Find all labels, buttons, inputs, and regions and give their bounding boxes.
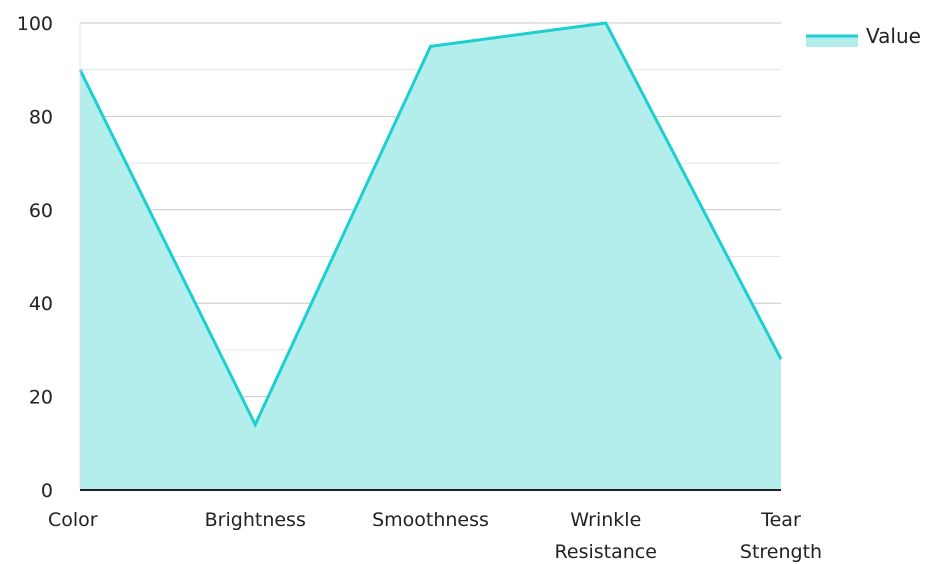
y-tick-label: 60 [29, 200, 53, 222]
plot-area [78, 21, 783, 490]
y-tick-label: 100 [17, 13, 53, 35]
legend-swatch-fill [806, 35, 858, 47]
legend: Value [806, 24, 921, 48]
x-tick-label: Smoothness [372, 509, 489, 531]
y-tick-label: 80 [29, 106, 53, 128]
x-tick-label: Color [48, 509, 98, 531]
x-tick-label: Wrinkle Resistance [555, 509, 657, 563]
series-area-fill [80, 23, 781, 490]
y-tick-label: 0 [41, 480, 53, 502]
axes: 0 20 40 60 80 100 Color Brightness Smoothness Wri… [17, 13, 822, 563]
x-tick-label: Brightness [205, 509, 306, 531]
legend-label: Value [866, 24, 921, 48]
y-tick-label: 40 [29, 293, 53, 315]
y-tick-label: 20 [29, 387, 53, 409]
x-tick-label: Tear Strength [740, 509, 822, 563]
series-line [78, 21, 783, 429]
